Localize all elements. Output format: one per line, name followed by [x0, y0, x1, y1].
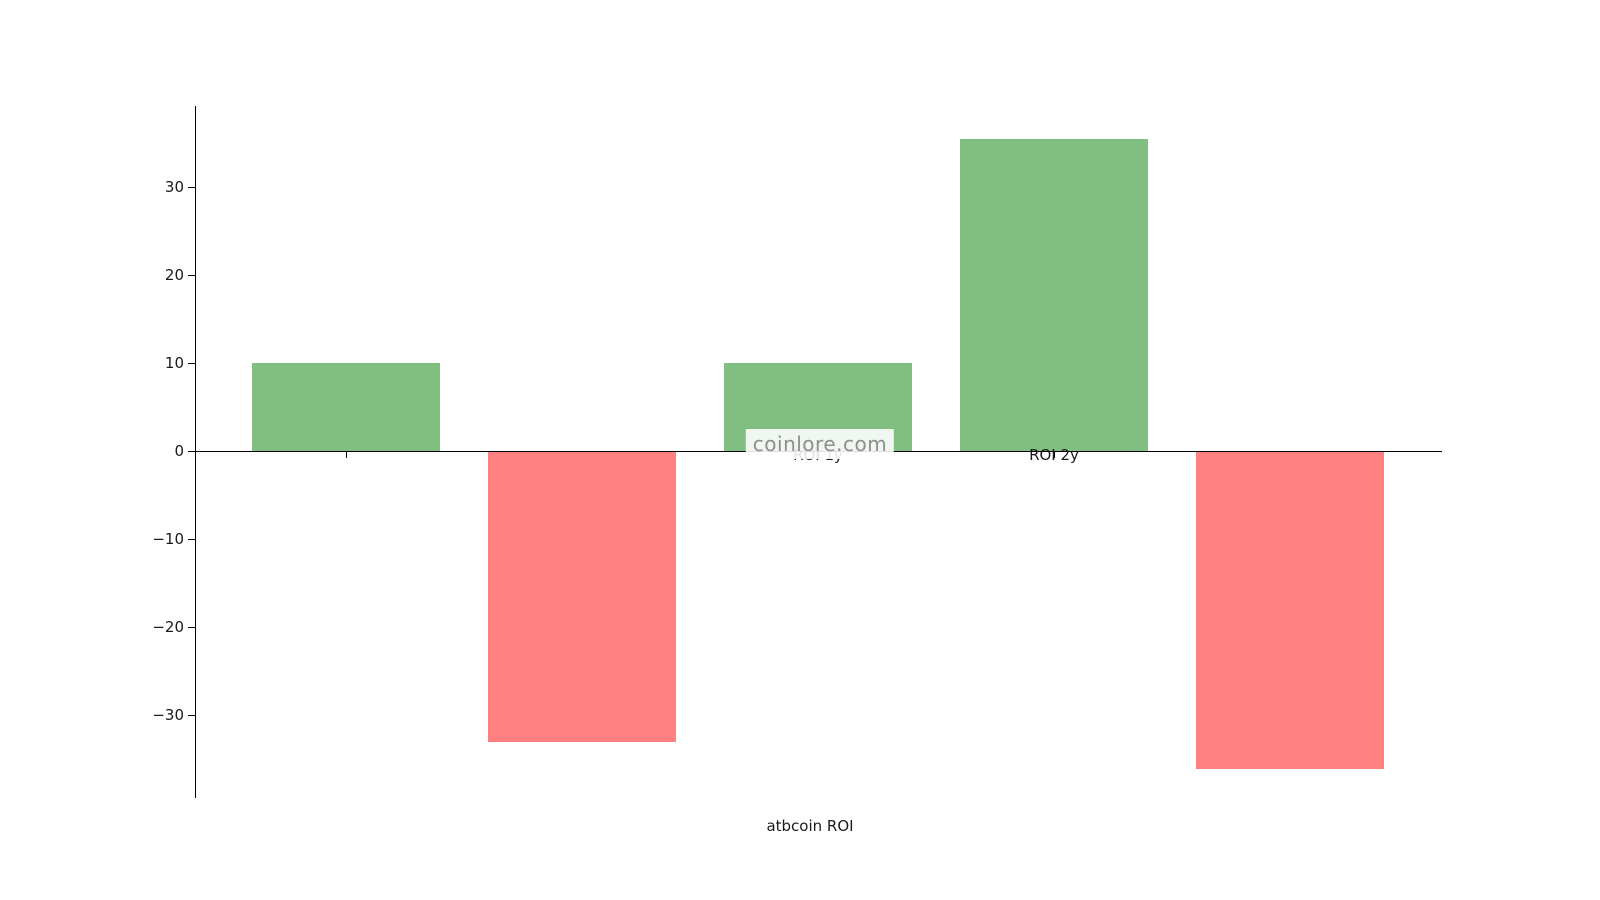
- chart-title: atbcoin ROI: [766, 817, 854, 835]
- y-tick-label: 10: [164, 354, 184, 372]
- y-tick-label: −20: [152, 618, 184, 636]
- y-tick-label: −10: [152, 530, 184, 548]
- y-tick: [188, 363, 195, 364]
- bar: [960, 138, 1148, 451]
- y-tick-label: 30: [164, 178, 184, 196]
- bar: [488, 452, 676, 743]
- y-tick: [188, 275, 195, 276]
- y-tick: [188, 715, 195, 716]
- bar: [1196, 452, 1384, 769]
- y-tick-label: 20: [164, 266, 184, 284]
- x-tick: [1054, 451, 1055, 458]
- x-tick-label: ROI 2y: [1029, 446, 1079, 464]
- x-tick: [346, 451, 347, 458]
- y-tick: [188, 187, 195, 188]
- y-tick-label: −30: [152, 706, 184, 724]
- bar: [252, 363, 440, 451]
- y-tick-label: 0: [174, 442, 184, 460]
- watermark: coinlore.com: [745, 429, 895, 459]
- y-axis-spine: [195, 106, 196, 798]
- y-tick: [188, 539, 195, 540]
- y-tick: [188, 627, 195, 628]
- y-tick: [188, 451, 195, 452]
